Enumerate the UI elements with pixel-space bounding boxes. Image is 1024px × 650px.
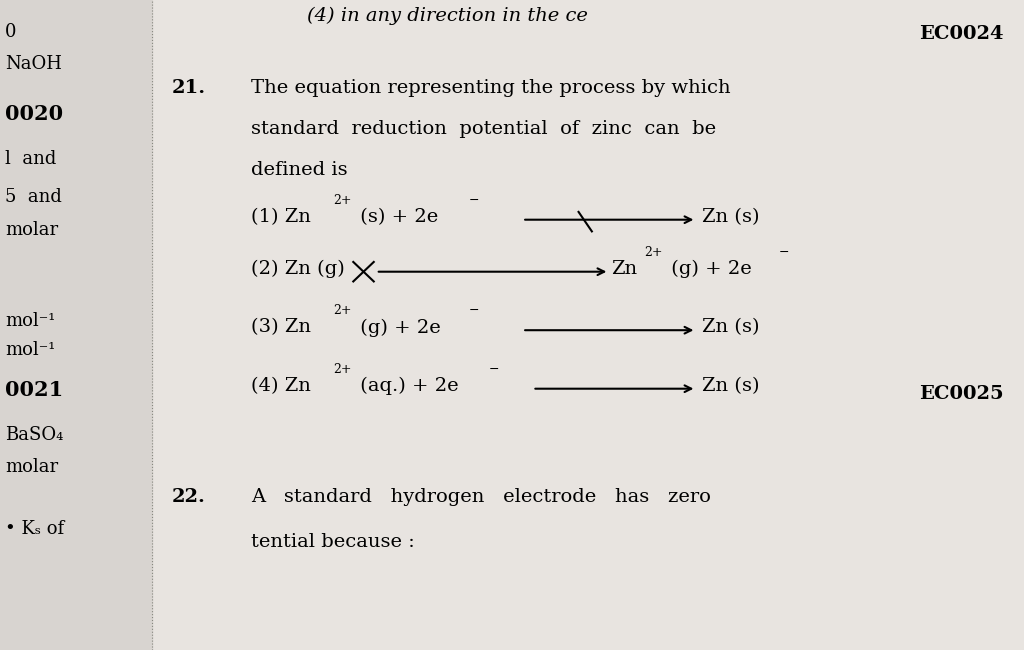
Text: The equation representing the process by which: The equation representing the process by…: [251, 79, 730, 98]
Text: A   standard   hydrogen   electrode   has   zero: A standard hydrogen electrode has zero: [251, 488, 711, 506]
Text: l  and: l and: [5, 150, 56, 168]
Text: 0020: 0020: [5, 104, 63, 124]
Text: EC0024: EC0024: [919, 25, 1004, 43]
Text: (g) + 2e: (g) + 2e: [354, 318, 441, 337]
Text: (s) + 2e: (s) + 2e: [354, 208, 438, 226]
Text: −: −: [469, 304, 479, 317]
Text: EC0025: EC0025: [919, 385, 1004, 403]
Text: Zn (s): Zn (s): [702, 318, 760, 337]
Text: mol⁻¹: mol⁻¹: [5, 341, 55, 359]
Text: standard  reduction  potential  of  zinc  can  be: standard reduction potential of zinc can…: [251, 120, 716, 138]
Text: mol⁻¹: mol⁻¹: [5, 312, 55, 330]
Text: molar: molar: [5, 221, 58, 239]
Text: (4) Zn: (4) Zn: [251, 377, 310, 395]
Text: Zn: Zn: [611, 260, 638, 278]
Text: 2+: 2+: [333, 194, 351, 207]
Text: −: −: [469, 194, 479, 207]
Text: defined is: defined is: [251, 161, 347, 179]
Text: 22.: 22.: [172, 488, 206, 506]
Text: −: −: [488, 363, 499, 376]
Text: Zn (s): Zn (s): [702, 377, 760, 395]
Text: 2+: 2+: [333, 363, 351, 376]
Text: NaOH: NaOH: [5, 55, 62, 73]
Text: 2+: 2+: [644, 246, 663, 259]
Text: (2) Zn (g): (2) Zn (g): [251, 260, 345, 278]
Text: −: −: [778, 246, 788, 259]
Text: tential because :: tential because :: [251, 533, 415, 551]
Text: 0021: 0021: [5, 380, 63, 400]
Text: (4) in any direction in the ce: (4) in any direction in the ce: [307, 6, 588, 25]
Text: BaSO₄: BaSO₄: [5, 426, 63, 444]
Text: Zn (s): Zn (s): [702, 208, 760, 226]
Text: (1) Zn: (1) Zn: [251, 208, 310, 226]
Text: 2+: 2+: [333, 304, 351, 317]
Text: (3) Zn: (3) Zn: [251, 318, 311, 337]
Text: molar: molar: [5, 458, 58, 476]
Bar: [0, 0, 152, 650]
Text: (aq.) + 2e: (aq.) + 2e: [354, 377, 459, 395]
Text: • Kₛ of: • Kₛ of: [5, 520, 65, 538]
Text: 5  and: 5 and: [5, 188, 62, 207]
Text: (g) + 2e: (g) + 2e: [665, 260, 752, 278]
Text: 0: 0: [5, 23, 16, 41]
Text: 21.: 21.: [172, 79, 206, 98]
